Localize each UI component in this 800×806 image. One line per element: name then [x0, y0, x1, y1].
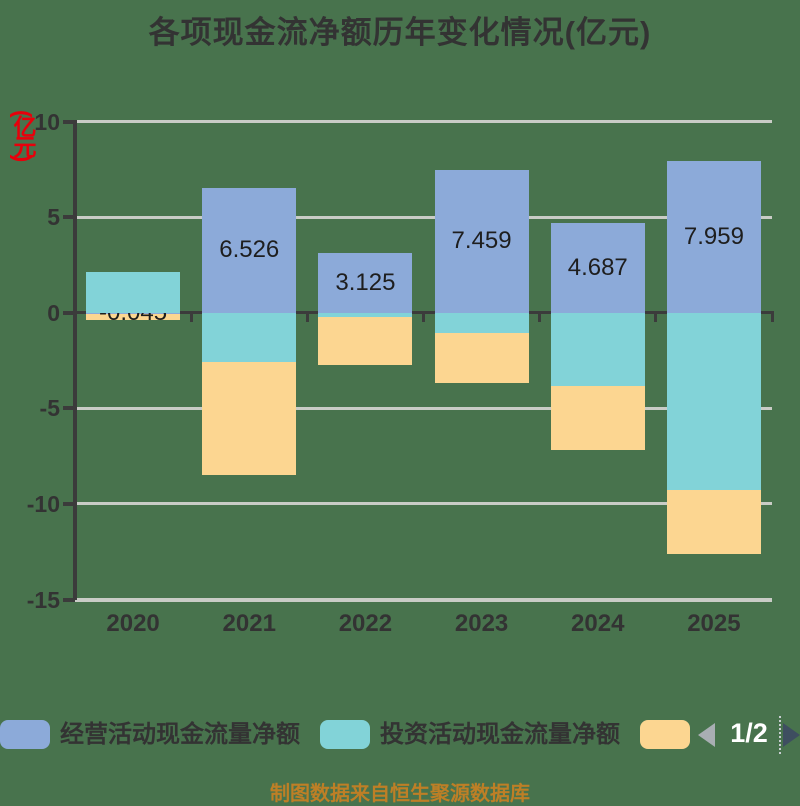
- x-axis-tick-label: 2025: [687, 610, 741, 637]
- bar-segment-financing-2020: [86, 313, 181, 321]
- legend-label: 投资活动现金流量净额: [380, 721, 620, 748]
- x-axis-tick: [538, 311, 542, 323]
- y-axis-tick-label: 0: [47, 299, 60, 326]
- gridline: [75, 215, 772, 219]
- legend-swatch-icon: [320, 720, 370, 749]
- bar-segment-operating-2025: [666, 160, 761, 313]
- y-axis-tick-label: 5: [47, 204, 60, 231]
- y-axis-tick-label: -15: [26, 586, 60, 613]
- x-axis-tick: [305, 311, 309, 323]
- bar-segment-operating-2024: [550, 223, 645, 313]
- bar-segment-financing-2022: [318, 317, 413, 366]
- bar-segment-financing-2025: [666, 490, 761, 555]
- x-axis-tick-label: 2020: [106, 610, 160, 637]
- bar-segment-investing-2024: [550, 312, 645, 387]
- legend-page-indicator: 1/2: [730, 718, 768, 748]
- x-axis-tick: [422, 311, 425, 323]
- bar-segment-financing-2023: [434, 332, 529, 384]
- bar-segment-operating-2020: [86, 312, 181, 314]
- bar-segment-investing-2025: [666, 312, 761, 491]
- gridline: [75, 502, 772, 506]
- legend-label: 经营活动现金流量净额: [60, 721, 300, 748]
- bar-segment-operating-2021: [202, 187, 297, 313]
- legend-pagination: 1/2: [695, 716, 800, 754]
- x-axis-tick-label: 2023: [454, 610, 509, 637]
- y-axis-tick: [63, 310, 75, 315]
- bar-segment-investing-2023: [434, 312, 529, 333]
- source-note: 制图数据来自恒生聚源数据库: [270, 783, 530, 805]
- legend: 经营活动现金流量净额 投资活动现金流量净额: [0, 718, 800, 754]
- bar-value-label: 6.526: [219, 236, 280, 264]
- legend-next-arrow-icon[interactable]: [783, 723, 800, 747]
- bar-segment-financing-2021: [202, 361, 297, 476]
- y-axis-tick: [63, 215, 75, 220]
- y-axis-unit-label: (亿元): [10, 110, 36, 160]
- y-axis-line: [73, 120, 77, 600]
- bar-segment-investing-2020: [86, 271, 181, 313]
- legend-prev-arrow-icon[interactable]: [698, 723, 715, 747]
- bar-segment-financing-2024: [550, 386, 645, 451]
- legend-swatch-icon: [0, 720, 50, 749]
- gridline: [75, 406, 772, 410]
- x-axis-tick-label: 2022: [338, 610, 393, 637]
- y-axis-tick-label: -5: [39, 395, 60, 422]
- x-axis-tick-label: 2024: [571, 610, 625, 637]
- y-axis-tick: [63, 119, 75, 124]
- legend-pagination-divider: [779, 716, 781, 754]
- bar-segment-investing-2022: [318, 312, 413, 318]
- y-axis-tick-label: 10: [34, 108, 60, 135]
- bar-segment-operating-2022: [318, 252, 413, 313]
- y-axis-tick: [63, 406, 75, 411]
- y-axis-tick-label: -10: [26, 490, 60, 517]
- bar-segment-operating-2023: [434, 170, 529, 313]
- bar-value-label: 3.125: [335, 268, 396, 296]
- gridline: [75, 120, 772, 123]
- x-axis-tick-label: 2021: [222, 610, 276, 637]
- y-axis-tick: [63, 597, 75, 602]
- legend-swatch-icon: [640, 720, 690, 749]
- gridline: [75, 598, 772, 602]
- bar-value-label: 4.687: [567, 253, 628, 281]
- x-axis-tick: [654, 311, 658, 323]
- x-axis-tick: [189, 311, 193, 323]
- x-axis-tick: [770, 311, 774, 323]
- page-title: 各项现金流净额历年变化情况(亿元): [148, 15, 652, 50]
- bar-value-label: 7.459: [451, 227, 512, 255]
- bar-segment-investing-2021: [202, 312, 297, 362]
- bar-value-label: 7.959: [683, 222, 744, 250]
- y-axis-tick: [63, 501, 75, 506]
